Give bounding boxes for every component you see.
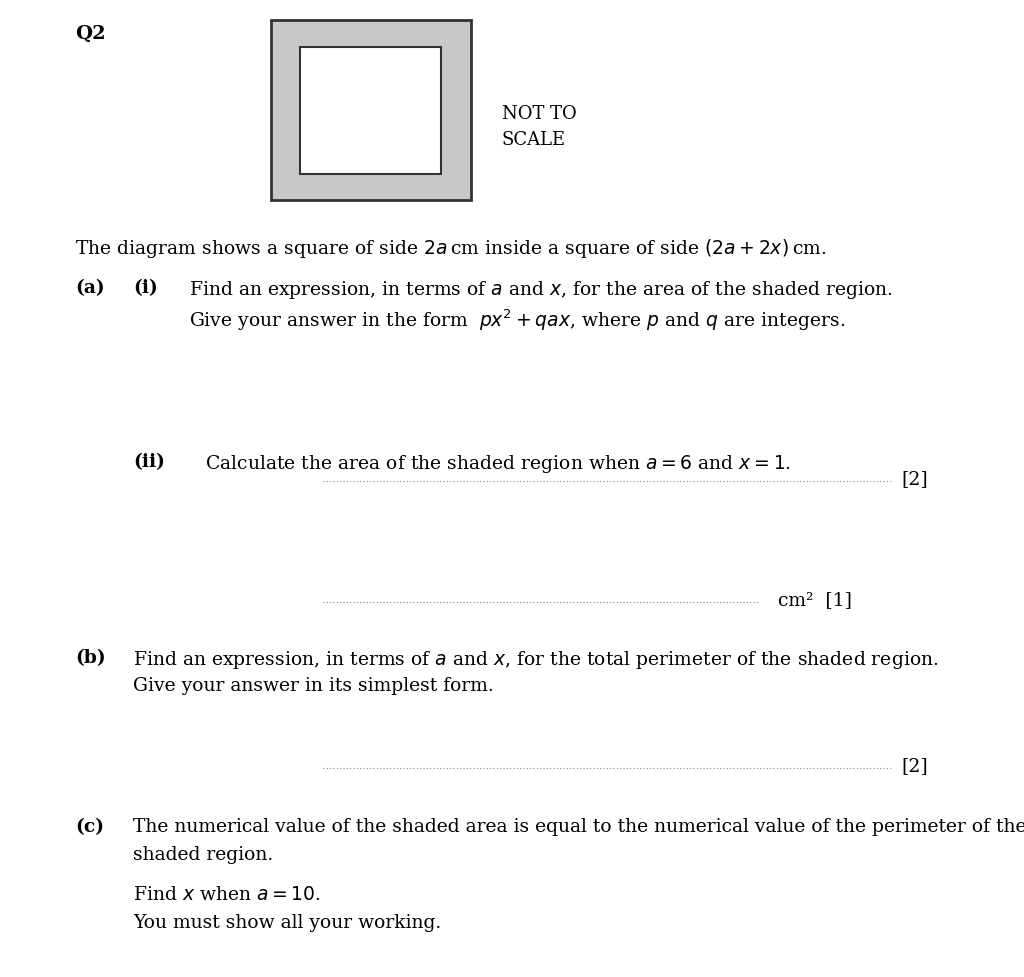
Text: [2]: [2] [901,470,928,488]
Text: [2]: [2] [901,757,928,775]
Text: Calculate the area of the shaded region when $a = 6$ and $x = 1$.: Calculate the area of the shaded region … [205,453,791,476]
Text: (a): (a) [75,279,104,297]
Text: Find $x$ when $a = 10$.: Find $x$ when $a = 10$. [133,886,321,904]
Text: (ii): (ii) [133,453,165,471]
Text: Q2: Q2 [75,24,105,42]
Text: (b): (b) [75,649,105,666]
Text: The numerical value of the shaded area is equal to the numerical value of the pe: The numerical value of the shaded area i… [133,818,1024,835]
Text: shaded region.: shaded region. [133,846,273,864]
Text: Find an expression, in terms of $a$ and $x$, for the area of the shaded region.: Find an expression, in terms of $a$ and … [189,279,893,302]
Text: Give your answer in its simplest form.: Give your answer in its simplest form. [133,677,494,695]
Text: NOT TO
SCALE: NOT TO SCALE [502,105,577,149]
Text: (i): (i) [133,279,158,297]
Text: cm²  [1]: cm² [1] [778,591,852,609]
Text: (c): (c) [75,818,103,835]
Text: Find an expression, in terms of $a$ and $x$, for the total perimeter of the shad: Find an expression, in terms of $a$ and … [133,649,939,671]
Text: You must show all your working.: You must show all your working. [133,914,441,932]
Bar [300,47,441,174]
Text: The diagram shows a square of side $2a$ cm inside a square of side $(2a + 2x)$ c: The diagram shows a square of side $2a$ … [75,237,826,261]
Bar [271,20,471,200]
Text: Give your answer in the form  $px^2 + qax$, where $p$ and $q$ are integers.: Give your answer in the form $px^2 + qax… [189,308,846,333]
